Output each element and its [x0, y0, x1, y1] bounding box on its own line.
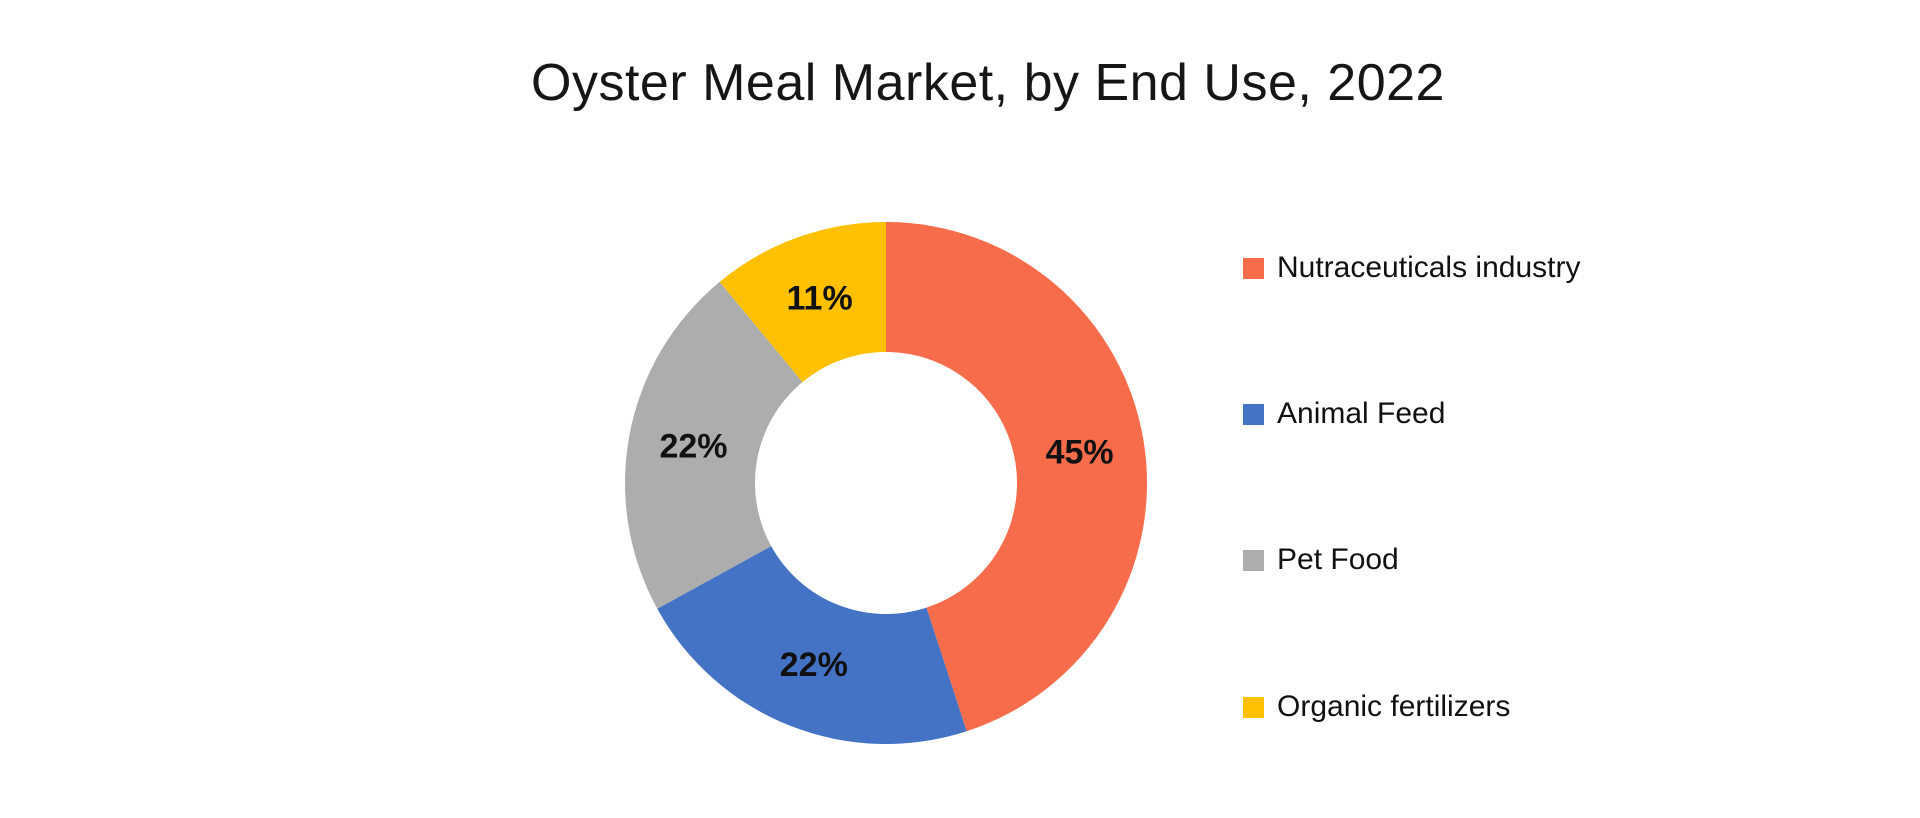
- legend-item-label: Nutraceuticals industry: [1277, 251, 1581, 284]
- legend-swatch-icon: [1243, 403, 1264, 425]
- slice-label: 45%: [1046, 433, 1114, 471]
- legend-item-pet-food: Pet Food: [1243, 543, 1399, 577]
- pie-slice-pet-food: [624, 281, 803, 609]
- legend-swatch-icon: [1243, 696, 1264, 718]
- legend-item-label: Organic fertilizers: [1277, 690, 1511, 723]
- slice-label: 22%: [780, 646, 848, 684]
- slice-label: 22%: [659, 427, 727, 465]
- slice-label: 11%: [787, 280, 853, 318]
- legend-item-nutraceuticals-industry: Nutraceuticals industry: [1243, 251, 1580, 285]
- legend-swatch-icon: [1243, 549, 1264, 571]
- chart-title: Oyster Meal Market, by End Use, 2022: [531, 54, 1445, 112]
- legend-item-label: Animal Feed: [1277, 397, 1446, 430]
- pie-slice-organic-fertilizers: [719, 222, 886, 383]
- pie-slice-nutraceuticals-industry: [886, 222, 1148, 732]
- legend-item-animal-feed: Animal Feed: [1243, 397, 1445, 431]
- legend-item-label: Pet Food: [1277, 543, 1399, 576]
- pie-slice-animal-feed: [657, 546, 967, 745]
- legend-swatch-icon: [1243, 257, 1264, 279]
- legend-item-organic-fertilizers: Organic fertilizers: [1243, 690, 1510, 724]
